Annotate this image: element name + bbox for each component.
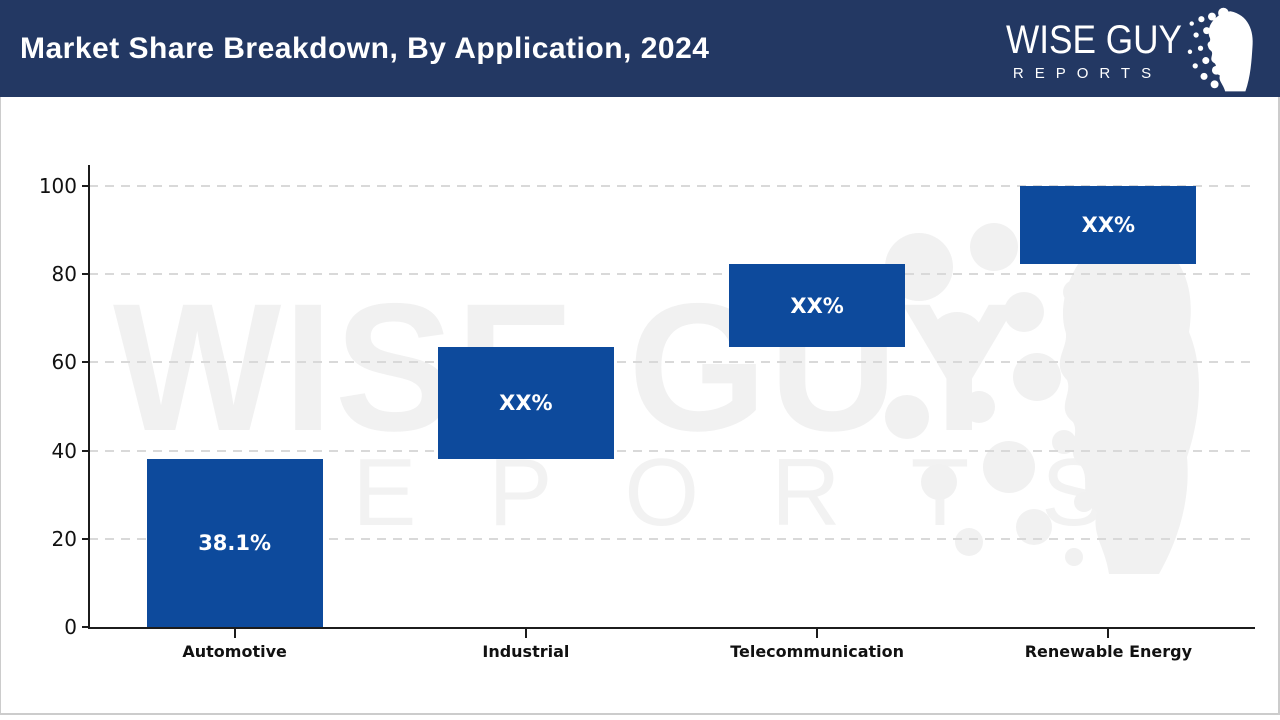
x-category-label: Renewable Energy: [1024, 642, 1193, 661]
x-tick-4: [1107, 629, 1110, 638]
bar-telecommunication: XX%: [729, 264, 906, 348]
logo-subtitle: REPORTS: [1012, 65, 1163, 82]
logo-wordmark: WISE GUY: [1005, 18, 1182, 62]
bar-industrial: XX%: [437, 347, 614, 459]
y-tick-100: [82, 185, 89, 187]
bar-value-label: XX%: [790, 293, 844, 318]
brand-logo: WISE GUY REPORTS: [982, 6, 1262, 94]
y-tick-label: 40: [51, 438, 77, 463]
y-tick-label: 80: [51, 262, 77, 287]
y-tick-label: 0: [64, 615, 77, 639]
gridline-80: [89, 273, 1254, 276]
watermark-subtext: REPORTS: [211, 439, 1178, 546]
y-axis-line: [88, 165, 90, 629]
x-axis-line: [88, 627, 1255, 629]
x-tick-3: [816, 629, 819, 638]
bar-value-label: XX%: [1081, 213, 1136, 238]
gridline-20: [89, 537, 1254, 540]
watermark-head-icon: [885, 223, 1199, 574]
y-tick-40: [82, 449, 89, 452]
bar-value-label: 38.1%: [198, 530, 272, 555]
header-bar: Market Share Breakdown, By Application, …: [0, 0, 1280, 97]
page-title: Market Share Breakdown, By Application, …: [20, 31, 710, 65]
x-category-label: Telecommunication: [730, 642, 905, 661]
x-category-label: Automotive: [182, 642, 287, 661]
y-tick-label: 100: [38, 174, 77, 198]
y-tick-label: 20: [51, 526, 77, 551]
x-category-label: Industrial: [482, 642, 570, 661]
bar-renewable-energy: XX%: [1020, 186, 1197, 265]
logo-text: WISE GUY REPORTS: [982, 18, 1182, 82]
y-tick-0: [82, 626, 89, 628]
gridline-40: [89, 449, 1254, 452]
x-tick-2: [524, 629, 527, 638]
logo-head-icon: [1187, 7, 1253, 92]
bar-value-label: XX%: [499, 391, 553, 416]
gridline-100: [89, 185, 1254, 187]
y-tick-label: 60: [51, 350, 77, 375]
bar-automotive: 38.1%: [146, 458, 323, 627]
chart-canvas: WISE GUY REPORTS 0 20 40 60 80 100 38.1% Automo…: [0, 97, 1280, 715]
y-tick-60: [82, 361, 89, 364]
y-tick-20: [82, 537, 89, 540]
y-tick-80: [82, 273, 89, 276]
gridline-60: [89, 361, 1254, 364]
x-tick-1: [233, 629, 236, 638]
